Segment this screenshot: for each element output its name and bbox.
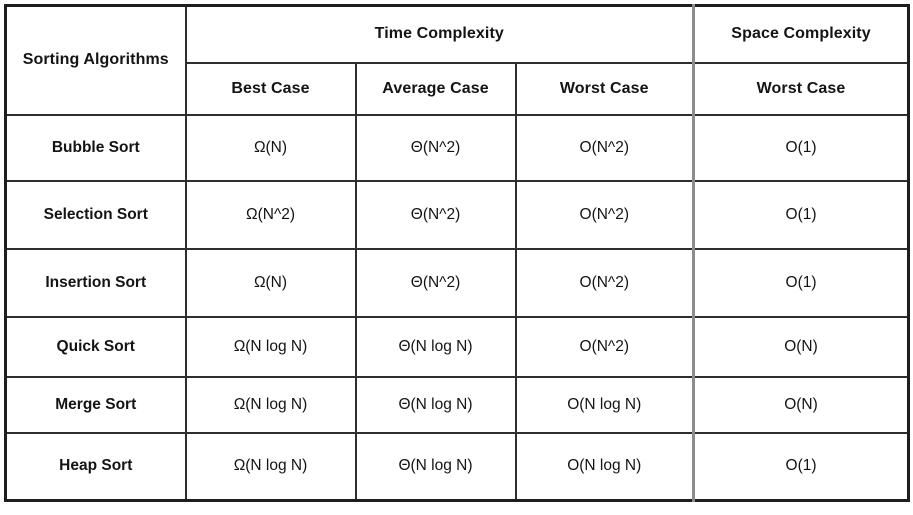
sorting-complexity-table: Sorting Algorithms Time Complexity Space… [4,4,911,502]
header-sorting-algorithms: Sorting Algorithms [4,4,187,116]
cell-algorithm-name: Insertion Sort [4,247,187,318]
cell-best-case: Ω(N) [184,113,357,182]
cell-algorithm-name: Quick Sort [4,315,187,378]
table-row-merge-sort: Merge Sort Ω(N log N) Θ(N log N) O(N log… [4,375,910,434]
table-row-heap-sort: Heap Sort Ω(N log N) Θ(N log N) O(N log … [4,431,910,502]
header-group-row: Sorting Algorithms Time Complexity Space… [4,4,910,116]
cell-best-case: Ω(N log N) [184,431,357,502]
cell-worst-case: O(N^2) [514,315,695,378]
cell-best-case: Ω(N log N) [184,315,357,378]
header-best-case: Best Case [184,61,357,116]
cell-worst-case: O(N^2) [514,247,695,318]
cell-best-case: Ω(N) [184,247,357,318]
cell-space-complexity: O(1) [692,113,910,182]
cell-average-case: Θ(N log N) [354,315,517,378]
cell-algorithm-name: Heap Sort [4,431,187,502]
cell-average-case: Θ(N^2) [354,247,517,318]
cell-space-complexity: O(1) [692,431,910,502]
cell-algorithm-name: Bubble Sort [4,113,187,182]
table-row-quick-sort: Quick Sort Ω(N log N) Θ(N log N) O(N^2) … [4,315,910,378]
header-worst-case-time: Worst Case [514,61,695,116]
header-sub-row: Best Case Average Case Worst Case Worst … [6,61,910,116]
table-row-selection-sort: Selection Sort Ω(N^2) Θ(N^2) O(N^2) O(1) [4,179,910,250]
table-row-bubble-sort: Bubble Sort Ω(N) Θ(N^2) O(N^2) O(1) [4,113,910,182]
cell-average-case: Θ(N log N) [354,431,517,502]
cell-average-case: Θ(N^2) [354,179,517,250]
cell-space-complexity: O(N) [692,315,910,378]
cell-worst-case: O(N log N) [514,375,695,434]
cell-worst-case: O(N^2) [514,179,695,250]
cell-algorithm-name: Merge Sort [4,375,187,434]
cell-best-case: Ω(N log N) [184,375,357,434]
cell-average-case: Θ(N^2) [354,113,517,182]
cell-algorithm-name: Selection Sort [4,179,187,250]
cell-average-case: Θ(N log N) [354,375,517,434]
header-average-case: Average Case [354,61,517,116]
cell-space-complexity: O(1) [692,179,910,250]
header-time-complexity: Time Complexity [184,4,695,64]
cell-best-case: Ω(N^2) [184,179,357,250]
cell-space-complexity: O(1) [692,247,910,318]
cell-worst-case: O(N log N) [514,431,695,502]
cell-space-complexity: O(N) [692,375,910,434]
header-worst-case-space: Worst Case [692,61,910,116]
cell-worst-case: O(N^2) [514,113,695,182]
table-row-insertion-sort: Insertion Sort Ω(N) Θ(N^2) O(N^2) O(1) [4,247,910,318]
header-space-complexity: Space Complexity [692,4,910,64]
